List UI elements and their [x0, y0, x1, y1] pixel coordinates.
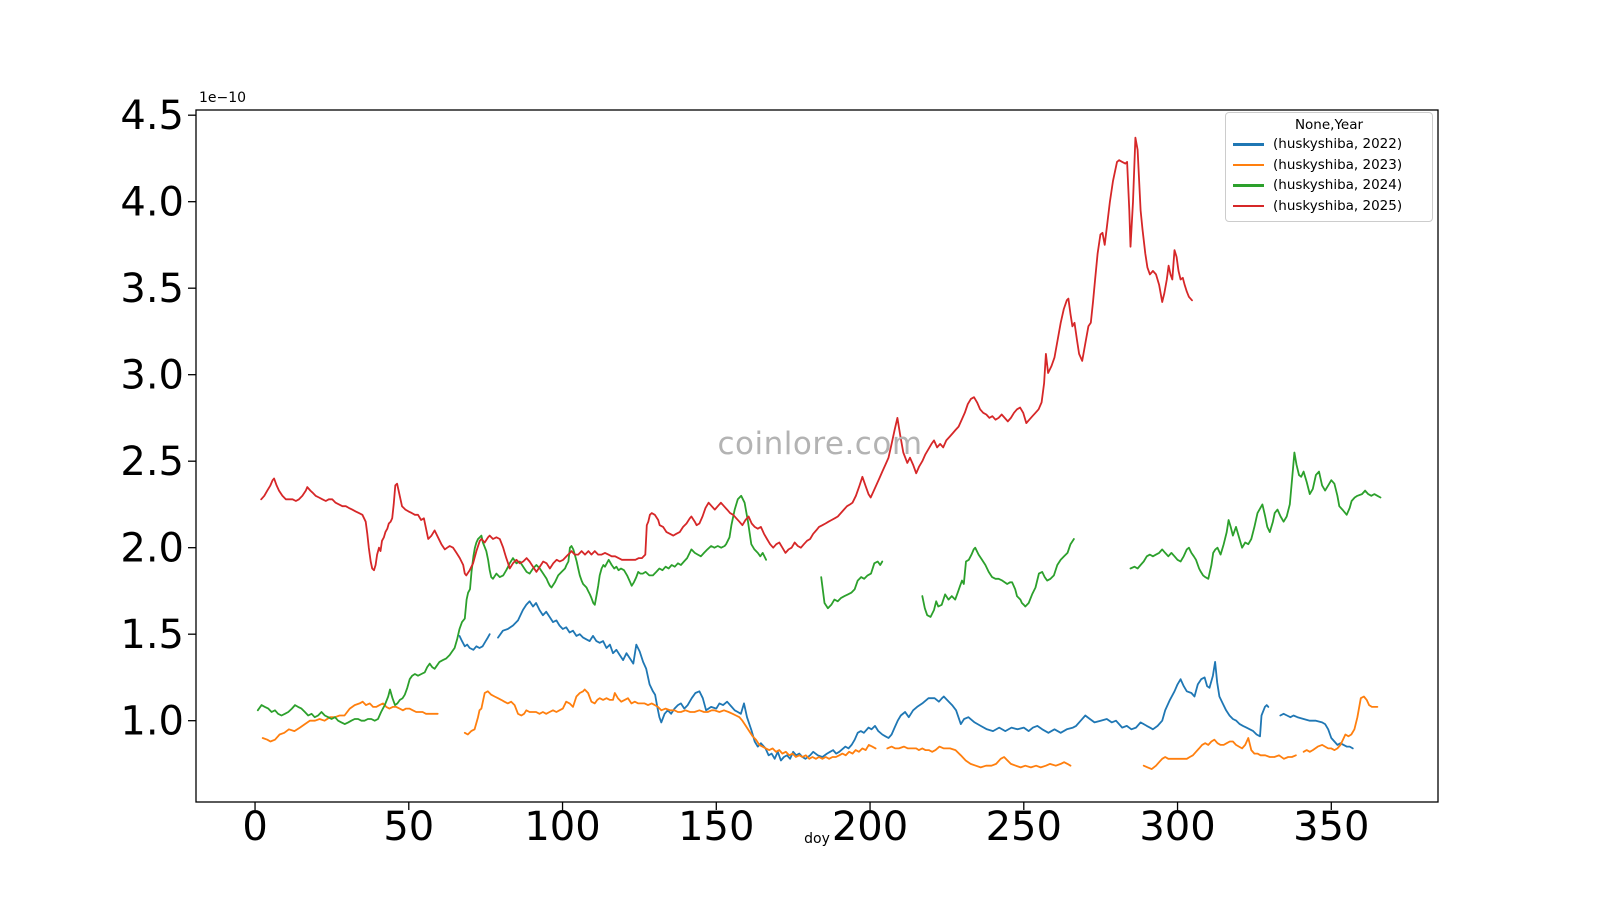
- legend-label: (huskyshiba, 2023): [1273, 156, 1403, 173]
- legend-entry: (huskyshiba, 2025): [1233, 196, 1425, 217]
- legend-entries: (huskyshiba, 2022) (huskyshiba, 2023) (hus…: [1233, 134, 1425, 216]
- x-tick-label: 0: [242, 804, 267, 850]
- y-tick-label: 3.5: [120, 266, 184, 312]
- x-tick-label: 250: [986, 804, 1062, 850]
- y-tick-label: 3.0: [120, 353, 184, 399]
- legend-title: None,Year: [1294, 117, 1364, 133]
- legend-line-swatch: [1233, 204, 1264, 207]
- y-tick-label: 4.5: [120, 93, 184, 139]
- series-line-huskyshiba2025: [260, 136, 1193, 577]
- y-tick-label: 2.5: [120, 439, 184, 485]
- x-tick-label: 50: [383, 804, 434, 850]
- legend-label: (huskyshiba, 2022): [1273, 136, 1403, 153]
- y-tick-label: 1.0: [120, 699, 184, 745]
- y-tick-label: 4.0: [120, 180, 184, 226]
- plot-frame: [195, 109, 1439, 803]
- series-line-huskyshiba2024: [921, 538, 1075, 618]
- x-tick-label: 100: [524, 804, 600, 850]
- legend-label: (huskyshiba, 2025): [1273, 197, 1403, 214]
- y-tick-label: 2.0: [120, 526, 184, 572]
- legend-entry: (huskyshiba, 2024): [1233, 175, 1425, 196]
- series-line-huskyshiba2023: [463, 688, 877, 760]
- legend: None,Year (huskyshiba, 2022) (huskyshiba,…: [1225, 112, 1433, 222]
- legend-line-swatch: [1233, 184, 1264, 187]
- x-tick-label: 350: [1293, 804, 1369, 850]
- x-tick-label: 200: [832, 804, 908, 850]
- y-tick-label: 1.5: [120, 612, 184, 658]
- y-axis-offset-label: 1e−10: [199, 90, 247, 106]
- series-line-huskyshiba2024: [820, 560, 884, 610]
- series-line-huskyshiba2022: [458, 633, 491, 651]
- series-line-huskyshiba2023: [261, 700, 439, 743]
- x-tick-label: 150: [678, 804, 754, 850]
- legend-label: (huskyshiba, 2024): [1273, 177, 1403, 194]
- series-line-huskyshiba2024: [1129, 451, 1382, 580]
- series-line-huskyshiba2023: [886, 745, 1072, 769]
- series-line-huskyshiba2023: [1142, 737, 1297, 770]
- legend-entry: (huskyshiba, 2022): [1233, 134, 1425, 155]
- watermark: coinlore.com: [717, 426, 923, 462]
- series-line-huskyshiba2024: [256, 494, 767, 725]
- series-line-huskyshiba2022: [1279, 712, 1354, 750]
- series-line-huskyshiba2022: [497, 600, 1270, 762]
- legend-entry: (huskyshiba, 2023): [1233, 155, 1425, 176]
- legend-line-swatch: [1233, 143, 1264, 146]
- series-line-huskyshiba2023: [1302, 695, 1379, 753]
- x-tick-label: 300: [1139, 804, 1215, 850]
- x-axis-label: doy: [804, 831, 830, 847]
- legend-line-swatch: [1233, 163, 1264, 166]
